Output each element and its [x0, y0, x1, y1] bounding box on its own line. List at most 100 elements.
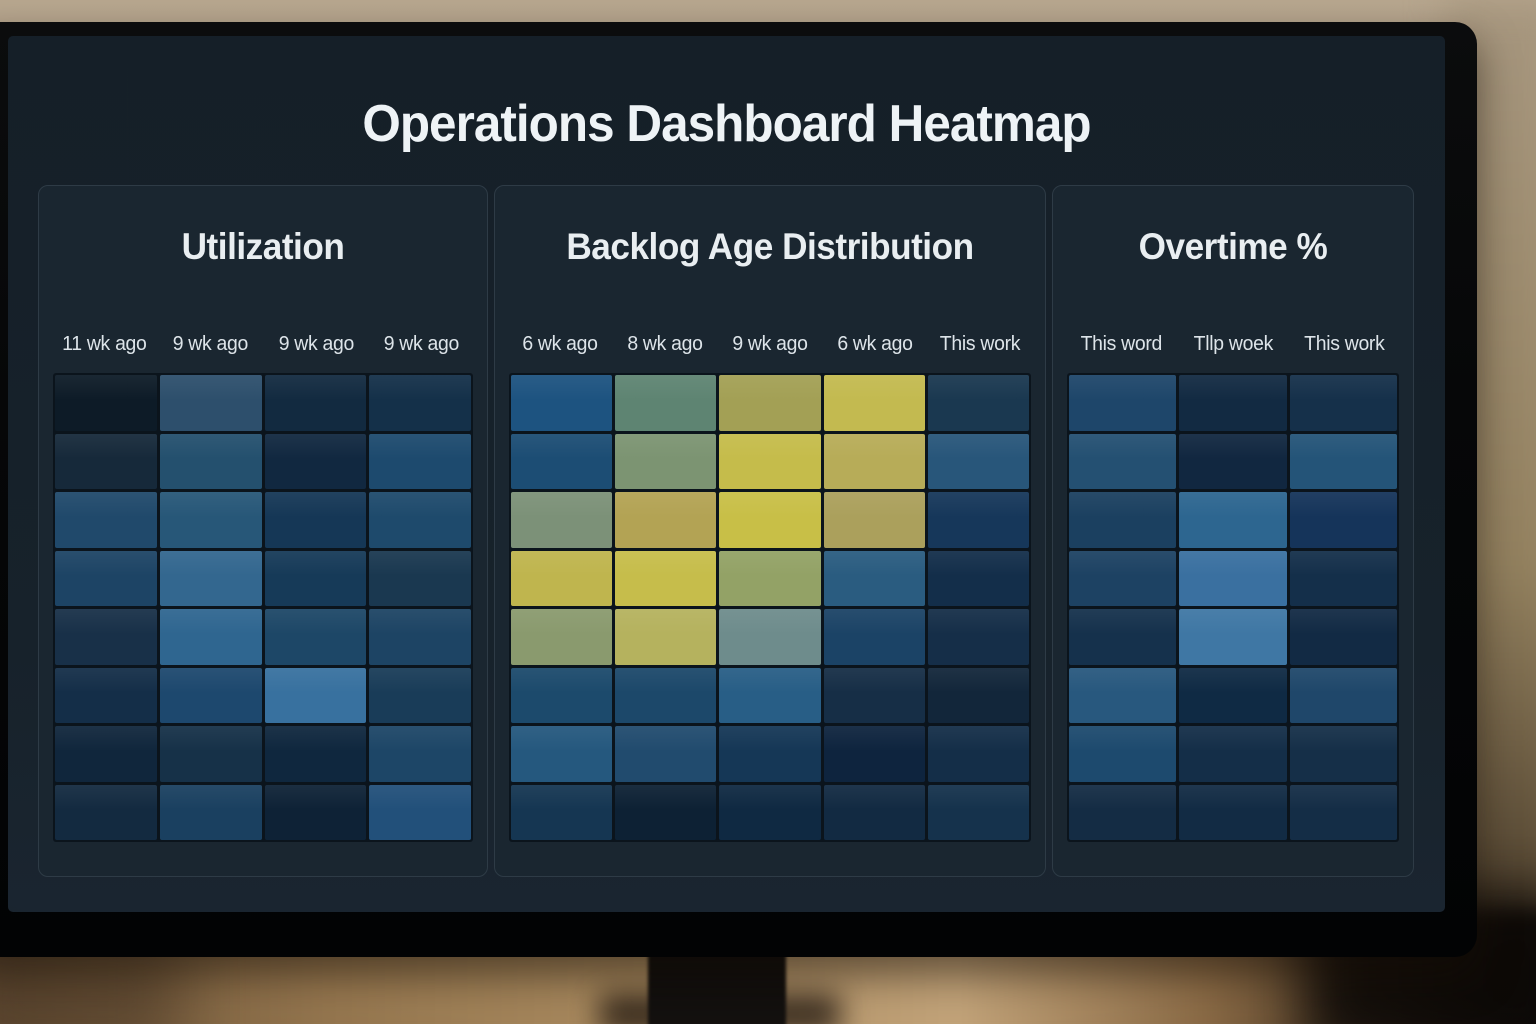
heatmap-cell	[1289, 667, 1397, 723]
heatmap-cell	[1289, 492, 1397, 548]
column-header: 9 wk ago	[172, 332, 248, 355]
heatmap-cell	[719, 667, 821, 723]
heatmap-cell	[719, 609, 821, 665]
heatmap-cell	[615, 492, 717, 548]
heatmap-cell	[264, 726, 367, 782]
heatmap-cell	[369, 492, 471, 548]
heatmap-cell	[369, 375, 471, 431]
heatmap-cell	[369, 433, 471, 489]
heatmap-cell	[264, 609, 367, 665]
heatmap-cell	[1069, 433, 1177, 489]
column-header: 9 wk ago	[278, 332, 354, 355]
heatmap-cell	[719, 433, 821, 489]
panel-utilization: Utilization 11 wk ago 9 wk ago 9 wk ago 9 w…	[38, 185, 488, 877]
heatmap-cell	[159, 609, 262, 665]
heatmap-cell	[823, 609, 925, 665]
heatmap-cell	[823, 433, 925, 489]
heatmap-grid	[53, 373, 473, 842]
heatmap-cell	[1179, 433, 1287, 489]
heatmap-cell	[1179, 667, 1287, 723]
heatmap-cell	[927, 784, 1029, 840]
heatmap-cell	[1179, 375, 1287, 431]
heatmap-cell	[615, 667, 717, 723]
heatmap-cell	[615, 375, 717, 431]
heatmap-cell	[264, 492, 367, 548]
heatmap-cell	[55, 726, 157, 782]
heatmap-cell	[55, 433, 157, 489]
heatmap-cell	[823, 492, 925, 548]
heatmap-cell	[927, 609, 1029, 665]
heatmap-cell	[55, 784, 157, 840]
heatmap-cell	[927, 375, 1029, 431]
heatmap-cell	[159, 433, 262, 489]
heatmap-cell	[369, 550, 471, 606]
heatmap-cell	[1069, 492, 1177, 548]
heatmap-cell	[159, 550, 262, 606]
column-header-row: 11 wk ago 9 wk ago 9 wk ago 9 wk ago	[53, 329, 473, 359]
heatmap-cell	[719, 375, 821, 431]
heatmap-cell	[615, 550, 717, 606]
heatmap-cell	[1289, 726, 1397, 782]
heatmap-cell	[264, 550, 367, 606]
heatmap-cell	[615, 726, 717, 782]
heatmap-cell	[1289, 375, 1397, 431]
column-header: 8 wk ago	[627, 332, 703, 355]
heatmap-cell	[1179, 609, 1287, 665]
heatmap-cell	[1179, 550, 1287, 606]
heatmap-cell	[1069, 784, 1177, 840]
heatmap-cell	[511, 784, 613, 840]
column-header: 6 wk ago	[837, 332, 913, 355]
heatmap-cell	[55, 667, 157, 723]
heatmap-cell	[369, 667, 471, 723]
heatmap-cell	[1289, 784, 1397, 840]
column-header-row: This word Tllp woek This work	[1067, 329, 1399, 359]
heatmap-cell	[823, 667, 925, 723]
heatmap-cell	[511, 550, 613, 606]
heatmap-cell	[55, 375, 157, 431]
heatmap-cell	[511, 433, 613, 489]
heatmap-cell	[1289, 550, 1397, 606]
heatmap-cell	[823, 550, 925, 606]
heatmap-cell	[1069, 609, 1177, 665]
heatmap-cell	[369, 609, 471, 665]
column-header: This work	[939, 332, 1021, 355]
heatmap-cell	[159, 726, 262, 782]
heatmap-cell	[55, 609, 157, 665]
heatmap-cell	[511, 667, 613, 723]
monitor-screen: Operations Dashboard Heatmap Utilization…	[8, 36, 1445, 912]
heatmap-cell	[264, 375, 367, 431]
heatmap-cell	[615, 784, 717, 840]
heatmap-cell	[927, 550, 1029, 606]
monitor-bezel: Operations Dashboard Heatmap Utilization…	[0, 22, 1477, 957]
heatmap-cell	[927, 667, 1029, 723]
heatmap-cell	[159, 784, 262, 840]
heatmap-cell	[719, 550, 821, 606]
column-header-row: 6 wk ago 8 wk ago 9 wk ago 6 wk ago This wor…	[509, 329, 1031, 359]
panel-overtime-percent: Overtime % This word Tllp woek This work	[1052, 185, 1414, 877]
heatmap-cell	[511, 492, 613, 548]
panel-backlog-age-distribution: Backlog Age Distribution 6 wk ago 8 wk ag…	[494, 185, 1046, 877]
heatmap-cell	[1069, 726, 1177, 782]
heatmap-cell	[159, 492, 262, 548]
column-header: 9 wk ago	[383, 332, 460, 355]
heatmap-grid	[509, 373, 1031, 842]
heatmap-grid	[1067, 373, 1399, 842]
heatmap-cell	[823, 375, 925, 431]
heatmap-cell	[615, 609, 717, 665]
heatmap-cell	[1289, 433, 1397, 489]
heatmap-cell	[823, 726, 925, 782]
heatmap-cell	[615, 433, 717, 489]
panel-title: Utilization	[181, 226, 345, 267]
column-header: 9 wk ago	[732, 332, 808, 355]
heatmap-cell	[369, 784, 471, 840]
panel-title: Backlog Age Distribution	[566, 226, 974, 267]
heatmap-cell	[264, 433, 367, 489]
heatmap-cell	[1069, 667, 1177, 723]
heatmap-cell	[55, 492, 157, 548]
heatmap-cell	[511, 726, 613, 782]
heatmap-cell	[1069, 375, 1177, 431]
heatmap-cell	[1289, 609, 1397, 665]
column-header: This word	[1080, 332, 1163, 355]
heatmap-cell	[927, 492, 1029, 548]
